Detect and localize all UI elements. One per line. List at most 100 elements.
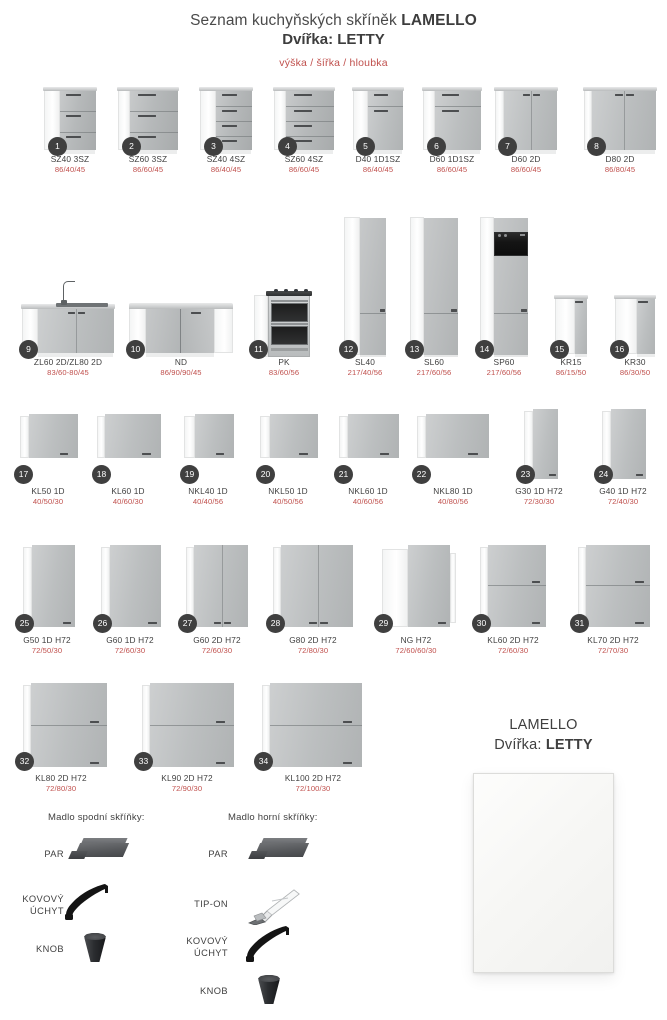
cabinet-card-19[interactable]: 19 NKL40 1D 40/40/56 xyxy=(168,408,248,507)
cabinet-card-13[interactable]: 13 SL60 217/60/56 xyxy=(398,215,470,378)
cabinet-badge-33: 33 xyxy=(134,752,153,771)
cabinet-name: SZ60 3SZ xyxy=(128,154,168,164)
cabinet-dims: 40/50/30 xyxy=(32,497,64,506)
cabinet-card-20[interactable]: 20 NKL50 1D 40/50/56 xyxy=(248,408,328,507)
cabinet-card-12[interactable]: 12 SL40 217/40/56 xyxy=(330,215,400,378)
cabinet-dims: 72/70/30 xyxy=(597,646,629,655)
cabinet-name: KR15 xyxy=(560,357,582,367)
cabinet-badge-31: 31 xyxy=(570,614,589,633)
cabinet-name: KL50 1D xyxy=(31,486,65,496)
dimension-legend: výška / šířka / hloubka xyxy=(279,57,388,69)
cabinet-card-8[interactable]: 8 D80 2D 86/80/45 xyxy=(580,82,660,175)
cabinet-name: KL70 2D H72 xyxy=(587,635,639,645)
cabinet-card-5[interactable]: 5 D40 1D1SZ 86/40/45 xyxy=(338,82,418,175)
cabinet-card-6[interactable]: 6 D60 1D1SZ 86/60/45 xyxy=(412,82,492,175)
cabinet-dims: 72/80/30 xyxy=(297,646,329,655)
cabinet-card-28[interactable]: 28 G80 2D H72 72/80/30 xyxy=(262,545,364,656)
cabinet-badge-10: 10 xyxy=(126,340,145,359)
hardware-label-tipon: TIP-ON xyxy=(194,899,228,909)
cabinet-card-26[interactable]: 26 G60 1D H72 72/60/30 xyxy=(86,545,174,656)
cabinet-row-2: 9 ZL60 2D/ZL80 2D 83/60-80/45 10 ND xyxy=(0,215,667,385)
cabinet-badge-25: 25 xyxy=(15,614,34,633)
cabinet-name: D60 1D1SZ xyxy=(429,154,475,164)
cabinet-dims: 86/40/45 xyxy=(54,165,86,174)
cabinet-card-9[interactable]: 9 ZL60 2D/ZL80 2D 83/60-80/45 xyxy=(14,215,122,378)
door-sample-swatch[interactable] xyxy=(473,773,614,973)
cabinet-name: D60 2D xyxy=(511,154,541,164)
cabinet-card-21[interactable]: 21 NKL60 1D 40/60/56 xyxy=(328,408,408,507)
cabinet-card-33[interactable]: 33 KL90 2D H72 72/90/30 xyxy=(128,683,246,794)
cabinet-card-4[interactable]: 4 SZ60 4SZ 86/60/45 xyxy=(264,82,344,175)
cabinet-dims: 86/60/45 xyxy=(288,165,320,174)
cabinet-name: NKL50 1D xyxy=(268,486,308,496)
cabinet-card-34[interactable]: 34 KL100 2D H72 72/100/30 xyxy=(250,683,376,794)
cabinet-card-15[interactable]: 15 KR15 86/15/50 xyxy=(540,215,602,378)
cabinet-name: KL60 2D H72 xyxy=(487,635,539,645)
cabinet-badge-26: 26 xyxy=(93,614,112,633)
cabinet-badge-22: 22 xyxy=(412,465,431,484)
hardware-label-line2: ÚCHYT xyxy=(29,906,64,916)
cabinet-name: G50 1D H72 xyxy=(23,635,71,645)
cabinet-badge-14: 14 xyxy=(475,340,494,359)
sample-title-prefix: Dvířka: xyxy=(494,737,546,753)
cabinet-card-11[interactable]: 11 PK 83/60/56 xyxy=(240,215,328,378)
cabinet-dims: 83/60/56 xyxy=(268,368,300,377)
cabinet-badge-18: 18 xyxy=(92,465,111,484)
cabinet-name: KR30 xyxy=(624,357,646,367)
cabinet-name: SL60 xyxy=(424,357,444,367)
hardware-label-knob-top: KNOB xyxy=(200,986,228,996)
cabinet-name: PK xyxy=(278,357,290,367)
cabinet-card-18[interactable]: 18 KL60 1D 40/60/30 xyxy=(88,408,168,507)
cabinet-card-29[interactable]: 29 NG H72 72/60/60/30 xyxy=(368,545,464,656)
cabinet-card-24[interactable]: 24 G40 1D H72 72/40/30 xyxy=(582,408,664,507)
cabinet-card-7[interactable]: 7 D60 2D 86/60/45 xyxy=(486,82,566,175)
cabinet-dims: 86/40/45 xyxy=(362,165,394,174)
cabinet-name: NKL40 1D xyxy=(188,486,228,496)
cabinet-name: KL80 2D H72 xyxy=(35,773,87,783)
cabinet-badge-32: 32 xyxy=(15,752,34,771)
cabinet-card-16[interactable]: 16 KR30 86/30/50 xyxy=(604,215,666,378)
cabinet-card-25[interactable]: 25 G50 1D H72 72/50/30 xyxy=(5,545,89,656)
cabinet-dims: 86/90/90/45 xyxy=(160,368,202,377)
door-sample-panel: LAMELLO Dvířka: LETTY xyxy=(420,715,667,973)
cabinet-dims: 40/50/56 xyxy=(272,497,304,506)
cabinet-dims: 72/30/30 xyxy=(523,497,555,506)
cabinet-card-1[interactable]: 1 SZ40 3SZ 86/40/45 xyxy=(30,82,110,175)
cabinet-badge-7: 7 xyxy=(498,137,517,156)
page-header: Seznam kuchyňských skříněk LAMELLO Dvířk… xyxy=(0,0,667,69)
cabinet-badge-2: 2 xyxy=(122,137,141,156)
cabinet-badge-12: 12 xyxy=(339,340,358,359)
cabinet-card-31[interactable]: 31 KL70 2D H72 72/70/30 xyxy=(564,545,662,656)
par-ledge-handle-icon xyxy=(248,838,310,862)
cabinet-badge-1: 1 xyxy=(48,137,67,156)
cabinet-badge-19: 19 xyxy=(180,465,199,484)
cabinet-row-3: 17 KL50 1D 40/50/30 18 KL60 1D 40/60/30 … xyxy=(0,408,667,528)
cabinet-row-4: 25 G50 1D H72 72/50/30 26 G60 1D H72 72/… xyxy=(0,545,667,670)
hardware-label-bow-bottom: KOVOVÝ ÚCHYT xyxy=(0,893,64,917)
cabinet-dims: 217/60/56 xyxy=(416,368,452,377)
cabinet-card-14[interactable]: 14 SP60 217/60/56 xyxy=(468,215,540,378)
cabinet-badge-13: 13 xyxy=(405,340,424,359)
cabinet-card-2[interactable]: 2 SZ60 3SZ 86/60/45 xyxy=(108,82,188,175)
cabinet-badge-4: 4 xyxy=(278,137,297,156)
cabinet-card-23[interactable]: 23 G30 1D H72 72/30/30 xyxy=(500,408,578,507)
cabinet-badge-24: 24 xyxy=(594,465,613,484)
cabinet-card-10[interactable]: 10 ND 86/90/90/45 xyxy=(126,215,236,378)
cabinet-card-30[interactable]: 30 KL60 2D H72 72/60/30 xyxy=(466,545,560,656)
cabinet-badge-9: 9 xyxy=(19,340,38,359)
cabinet-card-32[interactable]: 32 KL80 2D H72 72/80/30 xyxy=(5,683,117,794)
cabinet-badge-29: 29 xyxy=(374,614,393,633)
hardware-label-par-bottom: PAR xyxy=(44,849,64,859)
cabinet-card-17[interactable]: 17 KL50 1D 40/50/30 xyxy=(8,408,88,507)
page-subtitle-doors: Dvířka: LETTY xyxy=(282,31,385,48)
cabinet-card-27[interactable]: 27 G60 2D H72 72/60/30 xyxy=(172,545,262,656)
cabinet-card-22[interactable]: 22 NKL80 1D 40/80/56 xyxy=(408,408,498,507)
page-title-brand: LAMELLO xyxy=(401,12,477,29)
sample-title-line1: LAMELLO xyxy=(509,717,578,733)
cabinet-dims: 217/40/56 xyxy=(347,368,383,377)
cabinet-card-3[interactable]: 3 SZ40 4SZ 86/40/45 xyxy=(186,82,266,175)
sample-title-line2: Dvířka: LETTY xyxy=(420,735,667,755)
cabinet-row-1: 1 SZ40 3SZ 86/40/45 2 SZ60 3SZ 86/60/45 xyxy=(0,82,667,192)
cabinet-dims: 86/60/45 xyxy=(436,165,468,174)
cabinet-dims: 86/15/50 xyxy=(555,368,587,377)
